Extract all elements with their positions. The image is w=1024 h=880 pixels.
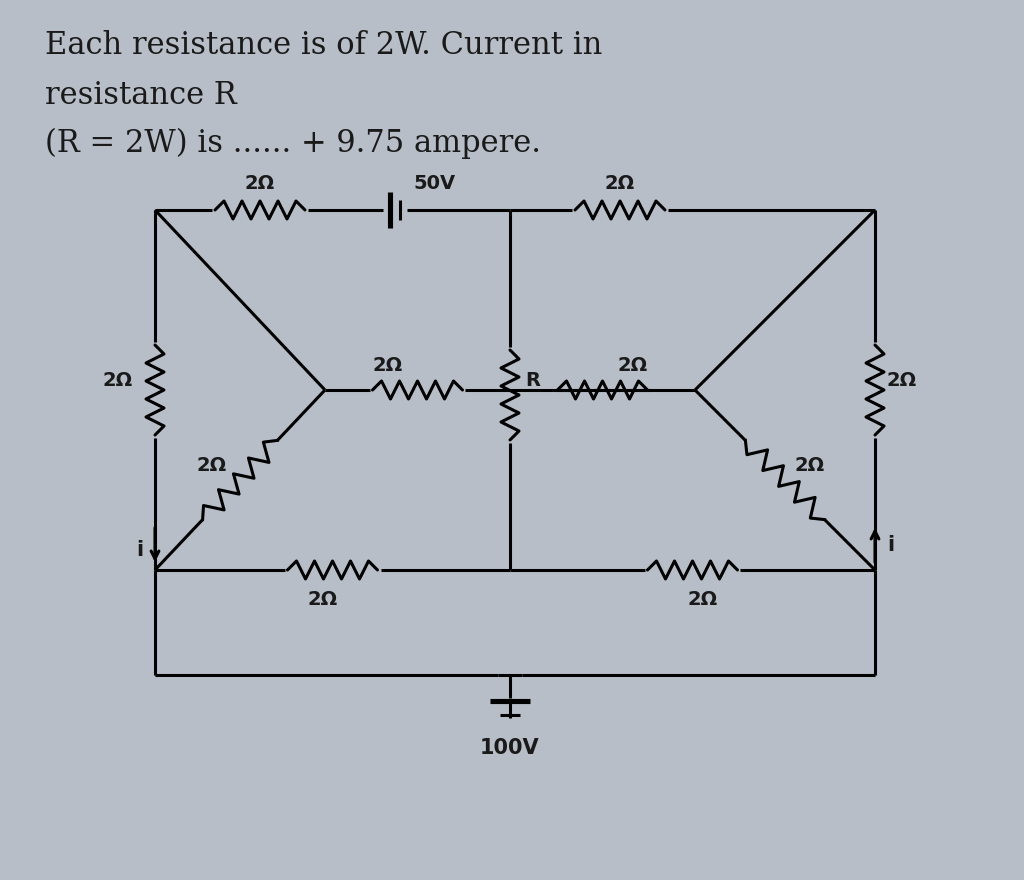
Text: i: i bbox=[887, 535, 894, 555]
Text: i: i bbox=[136, 540, 143, 560]
Text: 2Ω: 2Ω bbox=[687, 590, 718, 609]
Text: 2Ω: 2Ω bbox=[605, 174, 635, 193]
Text: resistance R: resistance R bbox=[45, 80, 237, 111]
Text: R: R bbox=[525, 370, 540, 390]
Text: 2Ω: 2Ω bbox=[197, 456, 227, 475]
Text: 2Ω: 2Ω bbox=[373, 356, 402, 375]
Text: 2Ω: 2Ω bbox=[795, 456, 825, 475]
Text: 2Ω: 2Ω bbox=[307, 590, 338, 609]
Text: 2Ω: 2Ω bbox=[102, 370, 133, 390]
Text: Each resistance is of 2W. Current in: Each resistance is of 2W. Current in bbox=[45, 30, 602, 61]
Text: 50V: 50V bbox=[413, 174, 455, 193]
Text: 2Ω: 2Ω bbox=[887, 370, 918, 390]
Text: 2Ω: 2Ω bbox=[617, 356, 647, 375]
Text: (R = 2W) is ...... + 9.75 ampere.: (R = 2W) is ...... + 9.75 ampere. bbox=[45, 128, 541, 159]
Text: 2Ω: 2Ω bbox=[245, 174, 275, 193]
Text: 100V: 100V bbox=[480, 738, 540, 758]
